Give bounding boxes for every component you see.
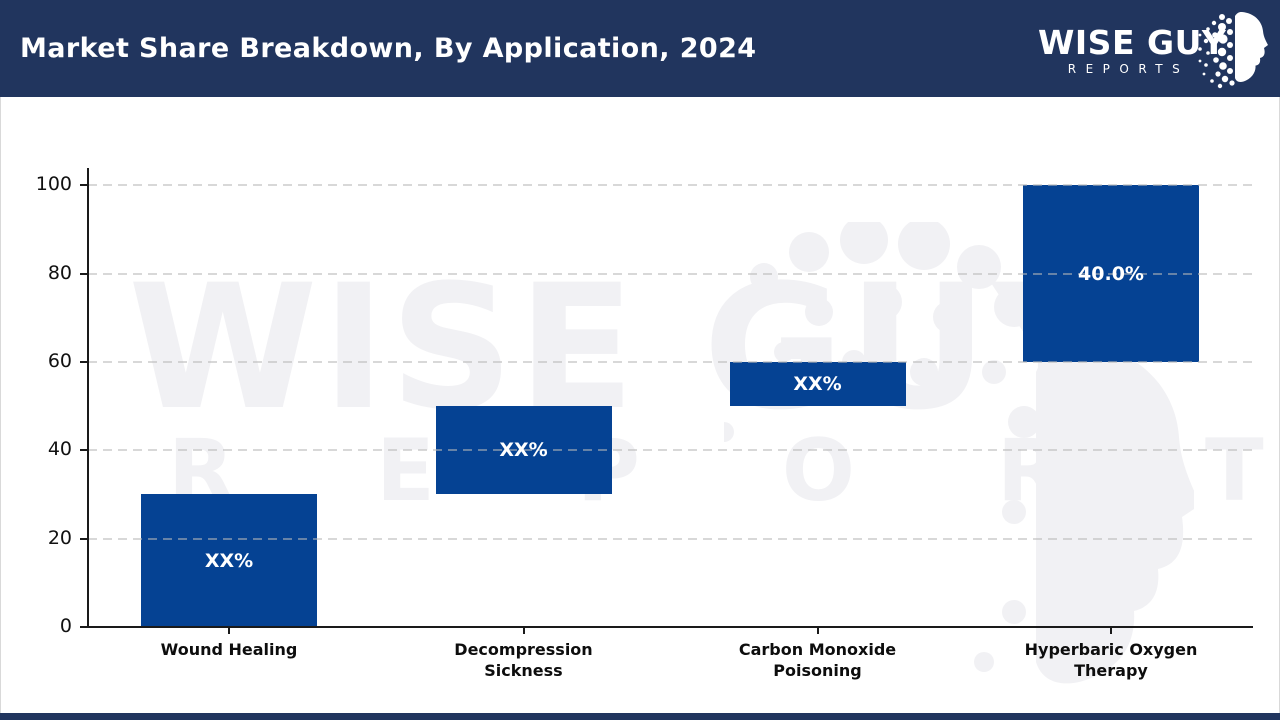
- y-axis-tick-mark: [80, 360, 87, 363]
- footer-bar: [0, 713, 1280, 720]
- x-axis-category-label-line: Therapy: [1074, 660, 1148, 680]
- logo-wiseguy-label: WISE GUY: [1038, 23, 1227, 62]
- y-axis-tick-label: 80: [47, 261, 72, 284]
- x-axis-tick-mark: [816, 628, 819, 634]
- y-axis-tick-label: 60: [47, 349, 72, 372]
- x-axis-category-label-line: Decompression: [454, 640, 593, 659]
- y-axis-tick-label: 40: [47, 438, 72, 461]
- gridline-y20: [88, 537, 1253, 540]
- y-axis-tick-mark: [80, 626, 87, 628]
- x-axis-category-label: Carbon Monoxide Poisoning: [698, 640, 938, 681]
- watermark-wiseguy-text: WISE GUY: [128, 247, 1121, 448]
- bar-wound-healing: [141, 494, 317, 627]
- gridline-y100: [88, 184, 1253, 187]
- y-axis-tick-label: 0: [59, 615, 72, 637]
- x-axis-spine: [87, 626, 1253, 628]
- y-axis-tick-mark: [80, 184, 87, 187]
- x-axis-category-label: Decompression Sickness: [404, 640, 644, 681]
- x-axis-category-label-line: Hyperbaric Oxygen: [1024, 640, 1198, 659]
- logo-text: WISE GUY REPORTS: [1038, 23, 1227, 77]
- bar-value-label: XX%: [499, 439, 548, 462]
- bar-carbon-monoxide-poisoning: [729, 361, 906, 407]
- gridline-y40: [88, 449, 1253, 452]
- chart-title: Market Share Breakdown, By Application, …: [20, 33, 757, 64]
- x-axis-category-label: Wound Healing: [109, 640, 349, 661]
- x-axis-category-label: Hyperbaric Oxygen Therapy: [991, 640, 1231, 681]
- y-axis-tick-label: 20: [47, 526, 72, 549]
- watermark-head-dots-graphic: [724, 222, 1194, 684]
- x-axis-category-label-line: Poisoning: [773, 660, 862, 680]
- gridline-y60: [88, 360, 1253, 363]
- bar-value-label: 40.0%: [1078, 262, 1144, 285]
- y-axis-tick-mark: [80, 449, 87, 452]
- logo-reports-label: REPORTS: [1067, 62, 1190, 76]
- bar-value-label: XX%: [204, 549, 254, 572]
- y-axis-tick-mark: [80, 272, 87, 275]
- logo-head-dots-icon: [1198, 11, 1268, 89]
- x-axis-category-label-line: Wound Healing: [160, 640, 298, 659]
- x-axis-category-label-line: Carbon Monoxide: [738, 640, 897, 659]
- y-axis-spine: [87, 168, 89, 627]
- gridline-y80: [88, 272, 1253, 275]
- x-axis-tick-mark: [1110, 628, 1112, 634]
- wise-guy-reports-logo: WISE GUY REPORTS: [1038, 4, 1268, 93]
- bar-value-label: XX%: [793, 373, 842, 396]
- x-axis-tick-mark: [228, 628, 230, 634]
- y-axis-tick-mark: [80, 537, 87, 540]
- x-axis-tick-mark: [522, 628, 525, 634]
- header-banner: Market Share Breakdown, By Application, …: [0, 0, 1280, 97]
- y-axis-tick-label: 100: [35, 173, 72, 196]
- x-axis-category-label-line: Sickness: [484, 660, 563, 680]
